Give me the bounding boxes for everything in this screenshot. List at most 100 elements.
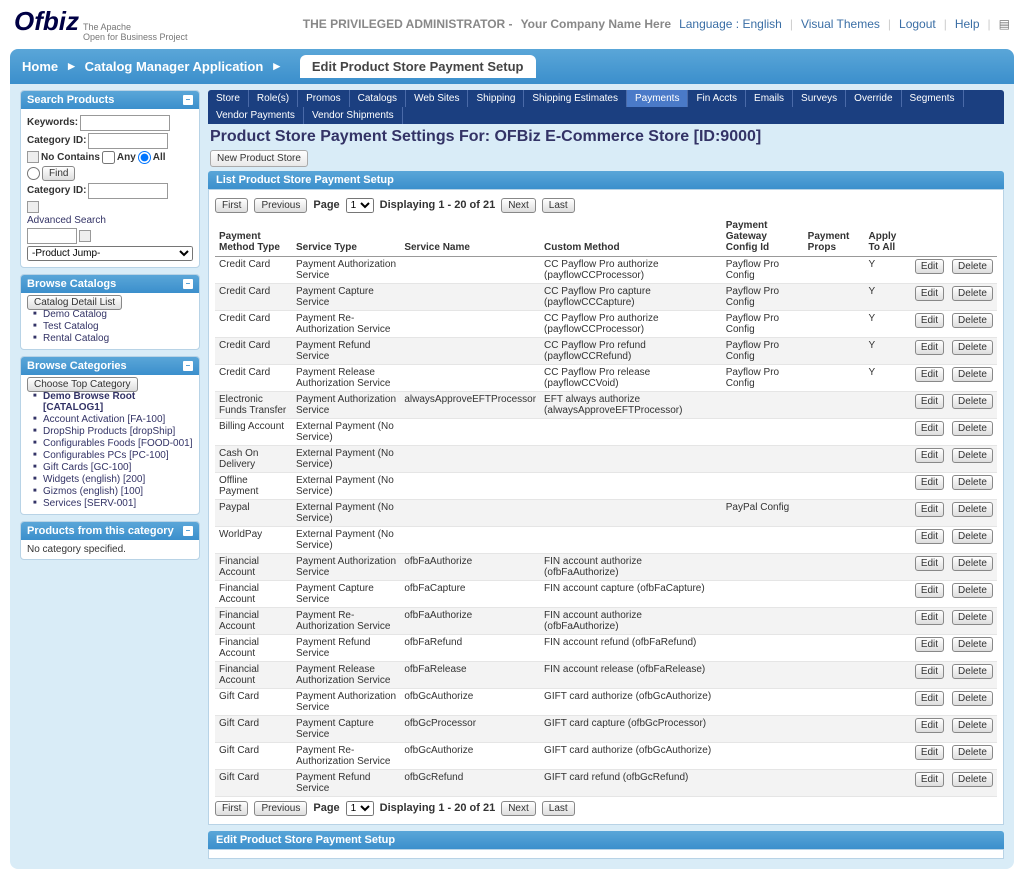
- category-item[interactable]: DropShip Products [dropShip]: [43, 426, 175, 437]
- tab-fin-accts[interactable]: Fin Accts: [688, 90, 746, 107]
- delete-button[interactable]: Delete: [952, 664, 993, 679]
- category2-input[interactable]: [88, 183, 168, 199]
- crumb-app[interactable]: Catalog Manager Application: [85, 59, 264, 74]
- edit-button[interactable]: Edit: [915, 610, 944, 625]
- edit-button[interactable]: Edit: [915, 286, 944, 301]
- edit-button[interactable]: Edit: [915, 394, 944, 409]
- edit-button[interactable]: Edit: [915, 529, 944, 544]
- edit-button[interactable]: Edit: [915, 502, 944, 517]
- first-button[interactable]: First: [215, 198, 248, 213]
- catalog-item[interactable]: Demo Catalog: [43, 309, 107, 320]
- collapse-icon[interactable]: –: [183, 526, 193, 536]
- edit-button[interactable]: Edit: [915, 718, 944, 733]
- edit-button[interactable]: Edit: [915, 313, 944, 328]
- edit-button[interactable]: Edit: [915, 637, 944, 652]
- category-item[interactable]: Configurables Foods [FOOD-001]: [43, 438, 193, 449]
- edit-button[interactable]: Edit: [915, 583, 944, 598]
- collapse-icon[interactable]: –: [183, 279, 193, 289]
- folder-icon[interactable]: [79, 230, 91, 242]
- tab-catalogs[interactable]: Catalogs: [350, 90, 406, 107]
- tab-override[interactable]: Override: [846, 90, 901, 107]
- tab-segments[interactable]: Segments: [902, 90, 964, 107]
- tab-shipping-estimates[interactable]: Shipping Estimates: [524, 90, 627, 107]
- find-radio[interactable]: [27, 167, 40, 180]
- delete-button[interactable]: Delete: [952, 637, 993, 652]
- keywords-input[interactable]: [80, 115, 170, 131]
- delete-button[interactable]: Delete: [952, 313, 993, 328]
- delete-button[interactable]: Delete: [952, 421, 993, 436]
- edit-button[interactable]: Edit: [915, 664, 944, 679]
- edit-button[interactable]: Edit: [915, 367, 944, 382]
- category-input[interactable]: [88, 133, 168, 149]
- delete-button[interactable]: Delete: [952, 259, 993, 274]
- collapse-icon[interactable]: –: [183, 95, 193, 105]
- edit-button[interactable]: Edit: [915, 772, 944, 787]
- delete-button[interactable]: Delete: [952, 394, 993, 409]
- last-button[interactable]: Last: [542, 198, 575, 213]
- prev-button[interactable]: Previous: [254, 801, 307, 816]
- folder-icon[interactable]: [27, 201, 39, 213]
- page-select[interactable]: 1: [346, 198, 374, 213]
- delete-button[interactable]: Delete: [952, 745, 993, 760]
- find-button[interactable]: Find: [42, 166, 75, 181]
- delete-button[interactable]: Delete: [952, 691, 993, 706]
- folder-icon[interactable]: [27, 151, 39, 163]
- tab-surveys[interactable]: Surveys: [793, 90, 846, 107]
- category-item[interactable]: Widgets (english) [200]: [43, 474, 145, 485]
- delete-button[interactable]: Delete: [952, 340, 993, 355]
- tab-promos[interactable]: Promos: [298, 90, 349, 107]
- crumb-home[interactable]: Home: [22, 59, 58, 74]
- delete-button[interactable]: Delete: [952, 718, 993, 733]
- edit-button[interactable]: Edit: [915, 421, 944, 436]
- new-product-store-button[interactable]: New Product Store: [210, 150, 308, 167]
- edit-button[interactable]: Edit: [915, 556, 944, 571]
- edit-button[interactable]: Edit: [915, 259, 944, 274]
- help-link[interactable]: Help: [955, 17, 980, 31]
- delete-button[interactable]: Delete: [952, 367, 993, 382]
- tab-shipping[interactable]: Shipping: [468, 90, 524, 107]
- catalog-detail-button[interactable]: Catalog Detail List: [27, 295, 122, 310]
- category-item[interactable]: Gift Cards [GC-100]: [43, 462, 131, 473]
- collapse-icon[interactable]: –: [183, 361, 193, 371]
- tab-role-s-[interactable]: Role(s): [249, 90, 298, 107]
- delete-button[interactable]: Delete: [952, 448, 993, 463]
- delete-button[interactable]: Delete: [952, 610, 993, 625]
- language-link[interactable]: Language : English: [679, 17, 782, 31]
- tab-store[interactable]: Store: [208, 90, 249, 107]
- edit-button[interactable]: Edit: [915, 475, 944, 490]
- delete-button[interactable]: Delete: [952, 475, 993, 490]
- tab-emails[interactable]: Emails: [746, 90, 793, 107]
- tab-vendor-payments[interactable]: Vendor Payments: [208, 107, 304, 124]
- jump-input[interactable]: [27, 228, 77, 244]
- tab-vendor-shipments[interactable]: Vendor Shipments: [304, 107, 403, 124]
- edit-button[interactable]: Edit: [915, 745, 944, 760]
- menu-icon[interactable]: ▤: [999, 17, 1010, 31]
- themes-link[interactable]: Visual Themes: [801, 17, 880, 31]
- category-item[interactable]: Account Activation [FA-100]: [43, 414, 165, 425]
- catalog-item[interactable]: Rental Catalog: [43, 333, 109, 344]
- edit-button[interactable]: Edit: [915, 340, 944, 355]
- delete-button[interactable]: Delete: [952, 286, 993, 301]
- delete-button[interactable]: Delete: [952, 556, 993, 571]
- delete-button[interactable]: Delete: [952, 583, 993, 598]
- edit-button[interactable]: Edit: [915, 691, 944, 706]
- last-button[interactable]: Last: [542, 801, 575, 816]
- any-checkbox[interactable]: [102, 151, 115, 164]
- all-radio[interactable]: [138, 151, 151, 164]
- tab-payments[interactable]: Payments: [627, 90, 688, 107]
- next-button[interactable]: Next: [501, 801, 536, 816]
- delete-button[interactable]: Delete: [952, 502, 993, 517]
- category-item[interactable]: Configurables PCs [PC-100]: [43, 450, 169, 461]
- catalog-item[interactable]: Test Catalog: [43, 321, 99, 332]
- category-item[interactable]: Gizmos (english) [100]: [43, 486, 143, 497]
- delete-button[interactable]: Delete: [952, 529, 993, 544]
- delete-button[interactable]: Delete: [952, 772, 993, 787]
- prev-button[interactable]: Previous: [254, 198, 307, 213]
- tab-web-sites[interactable]: Web Sites: [406, 90, 468, 107]
- page-select[interactable]: 1: [346, 801, 374, 816]
- category-item[interactable]: Services [SERV-001]: [43, 498, 136, 509]
- advanced-search-link[interactable]: Advanced Search: [27, 215, 106, 226]
- category-item[interactable]: Demo Browse Root [CATALOG1]: [43, 391, 135, 413]
- logo[interactable]: Ofbiz The ApacheOpen for Business Projec…: [14, 6, 188, 43]
- logout-link[interactable]: Logout: [899, 17, 936, 31]
